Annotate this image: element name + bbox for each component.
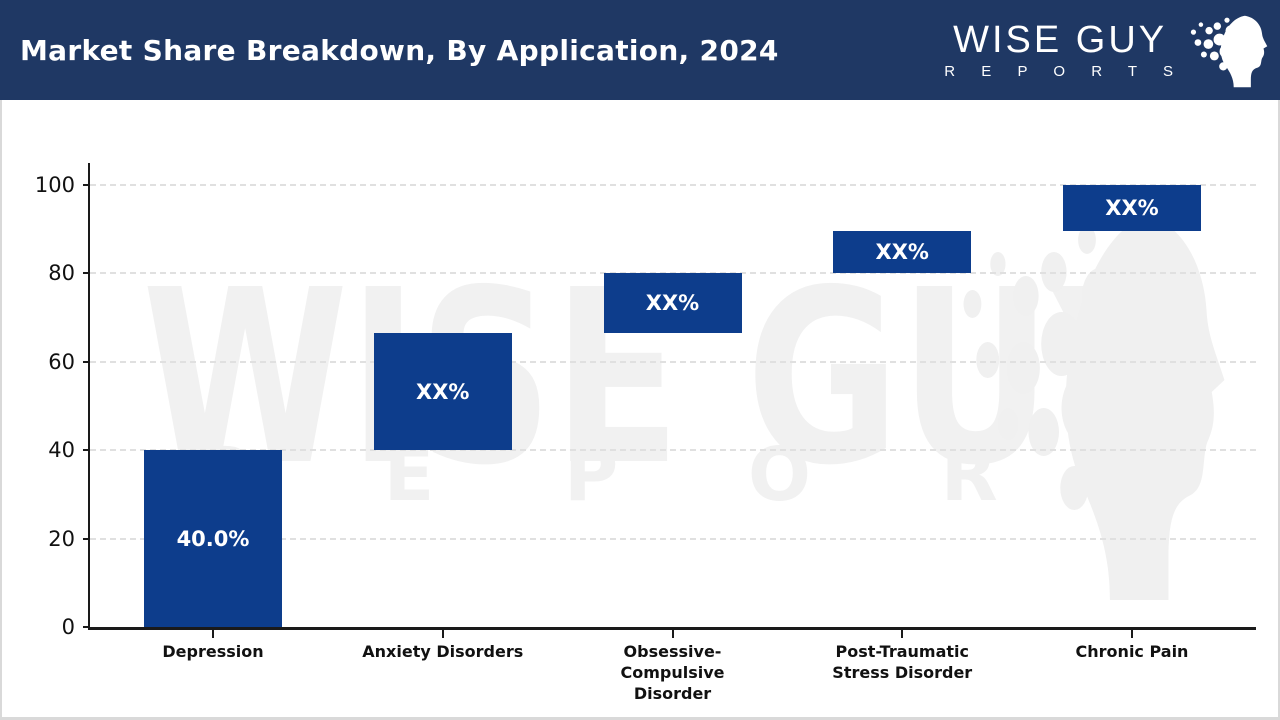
bar: XX% (603, 273, 742, 334)
y-gridline (90, 449, 1256, 452)
y-tick-mark (83, 449, 90, 452)
y-tick-label: 60 (48, 349, 75, 374)
y-axis (88, 163, 90, 630)
y-tick-label: 40 (48, 438, 75, 463)
logo-line1: WISE GUY (953, 19, 1168, 61)
y-gridline (90, 360, 1256, 363)
x-category-label-line: Obsessive- (623, 642, 722, 661)
y-tick-mark (83, 360, 90, 363)
x-tick-mark (212, 630, 214, 638)
x-category-label: Chronic Pain (1022, 641, 1242, 662)
bar-value-label: 40.0% (176, 526, 250, 551)
wise-guy-logo: WISE GUY R E P O R T S (936, 8, 1280, 92)
x-category-label-line: Stress Disorder (832, 663, 973, 682)
logo-wordmark: WISE GUY R E P O R T S (936, 21, 1184, 79)
bar: XX% (833, 230, 972, 274)
watermark-face-icon (963, 216, 1225, 600)
bar: XX% (373, 333, 512, 451)
x-category-label-line: Chronic Pain (1075, 642, 1189, 661)
x-category-label: Obsessive- Compulsive Disorder (563, 641, 783, 704)
x-tick-mark (441, 630, 444, 638)
x-category-label-line: Anxiety Disorders (362, 642, 524, 661)
x-category-label: Depression (103, 641, 323, 662)
y-tick-mark (83, 184, 90, 186)
x-category-label: Post-Traumatic Stress Disorder (792, 641, 1012, 683)
x-axis (88, 627, 1256, 630)
y-gridline (90, 184, 1256, 186)
x-tick-mark (901, 630, 904, 638)
y-tick-label: 100 (34, 173, 75, 197)
y-tick-mark (83, 626, 90, 628)
y-tick-label: 80 (48, 261, 75, 286)
x-category-label-line: Post-Traumatic (835, 642, 970, 661)
x-tick-mark (1131, 630, 1133, 638)
x-tick-mark (671, 630, 674, 638)
bar-value-label: XX% (875, 240, 929, 265)
bar-value-label: XX% (645, 291, 700, 316)
logo-face-icon (1190, 15, 1268, 88)
x-category-label-line: Compulsive (620, 663, 725, 682)
bar-value-label: XX% (1105, 195, 1159, 220)
bar: 40.0% (144, 450, 282, 627)
bar-value-label: XX% (416, 379, 470, 404)
y-tick-mark (83, 272, 90, 275)
y-gridline (90, 537, 1256, 540)
x-category-label-line: Disorder (633, 684, 712, 703)
bar: XX% (1063, 185, 1201, 231)
y-tick-label: 0 (61, 615, 75, 639)
y-tick-mark (83, 537, 90, 540)
logo-line2: R E P O R T S (944, 63, 1184, 80)
header-bar: Market Share Breakdown, By Application, … (0, 0, 1280, 100)
page-title: Market Share Breakdown, By Application, … (20, 33, 779, 67)
x-category-label: Anxiety Disorders (333, 641, 553, 662)
x-category-label-line: Depression (162, 642, 264, 661)
y-tick-label: 20 (48, 526, 75, 551)
